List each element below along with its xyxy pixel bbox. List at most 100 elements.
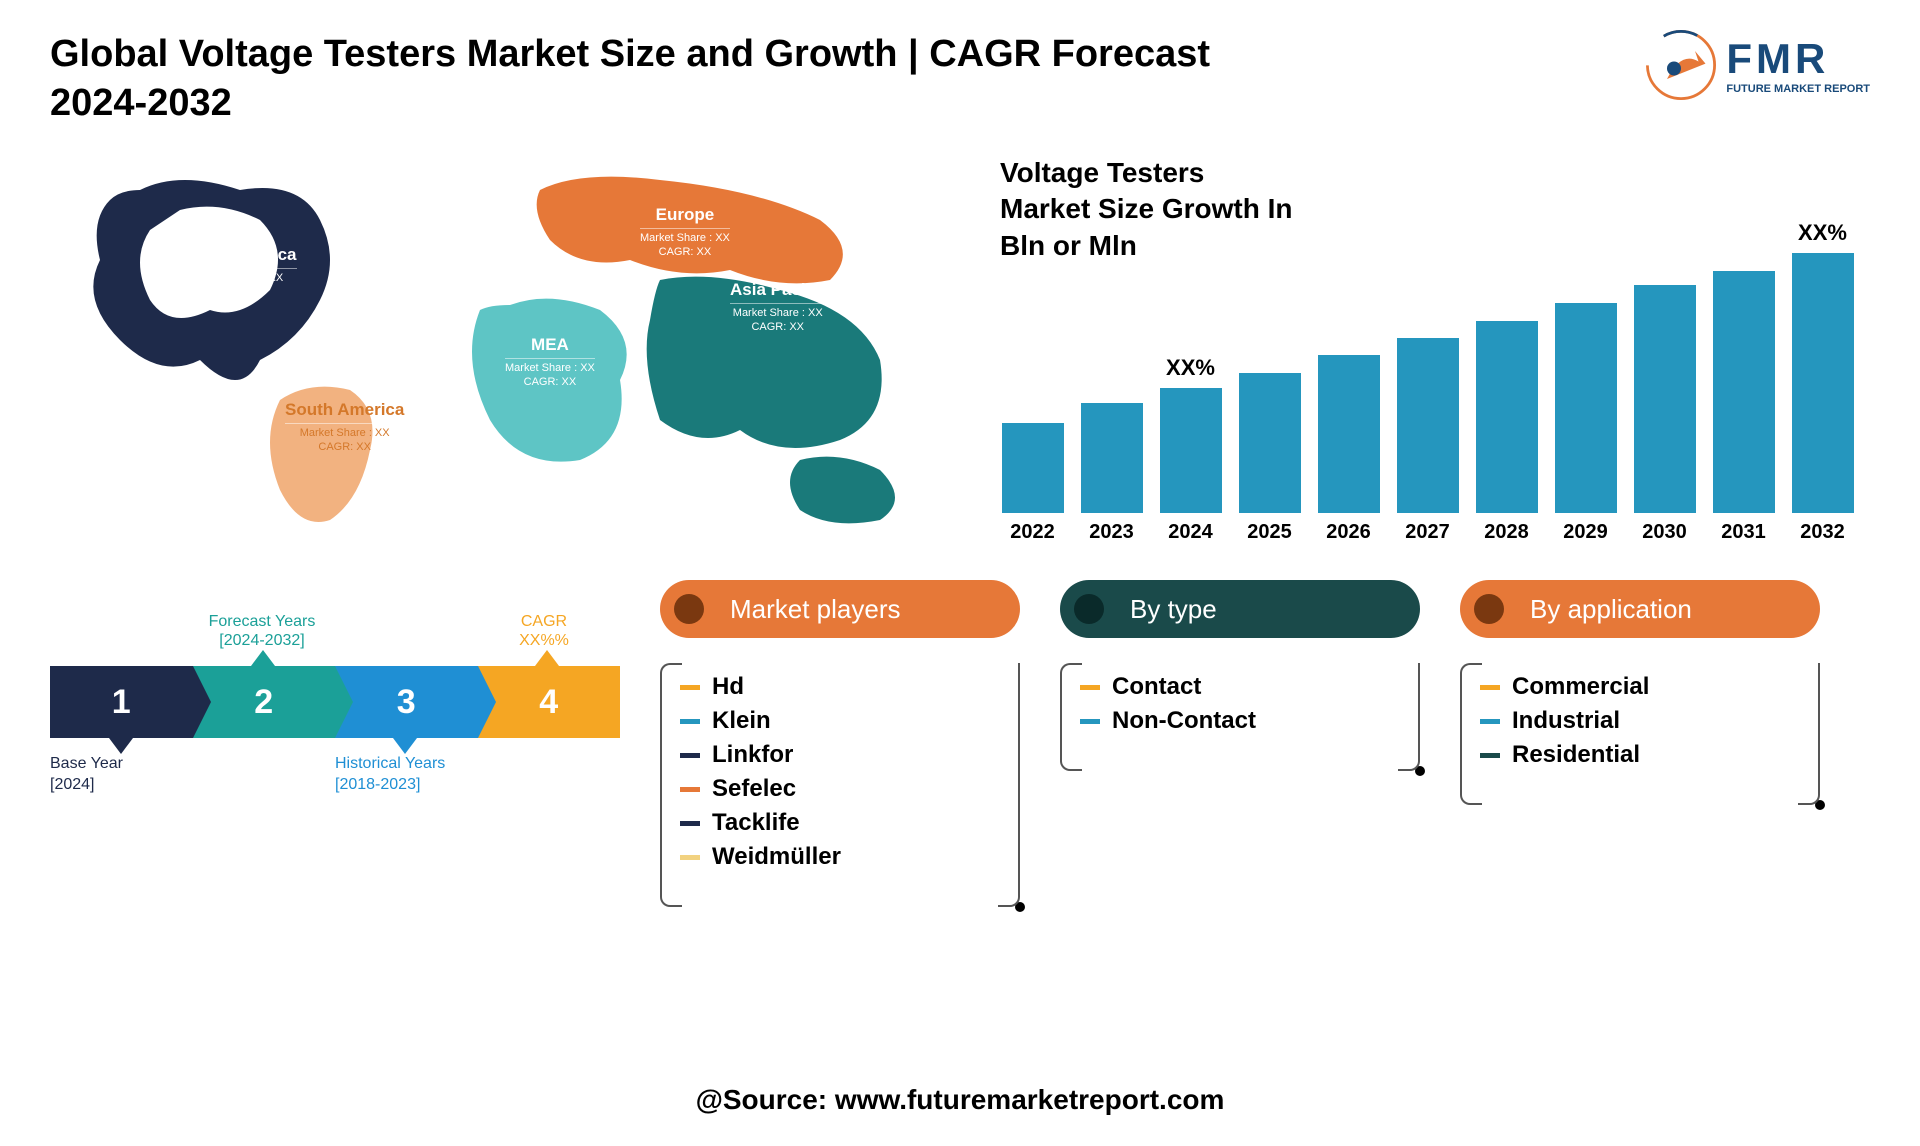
timeline: Forecast Years[2024-2032] CAGRXX%% 1 2 3… [50, 590, 620, 870]
item-list: ContactNon-Contact [1080, 673, 1400, 735]
bracket-container: Commercial Industrial Residential [1460, 663, 1820, 805]
arrow-down-icon [393, 738, 417, 754]
info-columns: Market players Hd Klein Linkfor Sefelec Tackl… [660, 580, 1820, 907]
bullet-icon [1080, 685, 1100, 690]
timeline-seg-3: 3 [335, 666, 478, 738]
arrow-down-icon [109, 738, 133, 754]
bar-year-label: 2027 [1405, 521, 1450, 544]
pill-dot-icon [1074, 594, 1104, 624]
bar-2030: 2030 [1632, 252, 1697, 544]
logo-text: FMR [1726, 35, 1870, 83]
bullet-icon [1480, 753, 1500, 758]
timeline-label-forecast: Forecast Years[2024-2032] [192, 612, 332, 650]
item-text: Weidmüller [712, 843, 841, 871]
bracket-dot-icon [1415, 766, 1425, 776]
list-item: Residential [1480, 741, 1800, 769]
bar-fill [1160, 388, 1222, 513]
bullet-icon [680, 719, 700, 724]
bar-2031: 2031 [1711, 238, 1776, 544]
info-column-2: By application Commercial Industrial Reside… [1460, 580, 1820, 907]
list-item: Hd [680, 673, 1000, 701]
item-text: Non-Contact [1112, 707, 1256, 735]
pill-dot-icon [1474, 594, 1504, 624]
list-item: Non-Contact [1080, 707, 1400, 735]
bullet-icon [680, 685, 700, 690]
bar-2027: 2027 [1395, 305, 1460, 544]
column-header-text: By application [1530, 594, 1692, 625]
bar-year-label: 2029 [1563, 521, 1608, 544]
bars-container: 20222023XX%20242025202620272028202920302… [1000, 274, 1880, 544]
bar-fill [1081, 403, 1143, 513]
map-svg [60, 160, 940, 540]
list-item: Weidmüller [680, 843, 1000, 871]
region-label-asia_pacific: Asia PacificMarket Share : XXCAGR: XX [730, 280, 825, 335]
column-header-pill: By type [1060, 580, 1420, 638]
bar-year-label: 2022 [1010, 521, 1055, 544]
bar-year-label: 2025 [1247, 521, 1292, 544]
column-header-text: Market players [730, 594, 901, 625]
arrow-up-icon [251, 650, 275, 666]
bracket-container: ContactNon-Contact [1060, 663, 1420, 771]
bar-year-label: 2028 [1484, 521, 1529, 544]
bullet-icon [1480, 719, 1500, 724]
column-header-pill: By application [1460, 580, 1820, 638]
column-header-text: By type [1130, 594, 1217, 625]
list-item: Sefelec [680, 775, 1000, 803]
timeline-segments: 1 2 3 4 [50, 666, 620, 738]
region-label-south_america: South AmericaMarket Share : XXCAGR: XX [285, 400, 404, 455]
region-label-mea: MEAMarket Share : XXCAGR: XX [505, 335, 595, 390]
bar-year-label: 2031 [1721, 521, 1766, 544]
bar-2028: 2028 [1474, 288, 1539, 544]
logo: FMR FUTURE MARKET REPORT [1646, 30, 1870, 100]
list-item: Klein [680, 707, 1000, 735]
item-text: Linkfor [712, 741, 793, 769]
bullet-icon [1080, 719, 1100, 724]
item-text: Commercial [1512, 673, 1649, 701]
region-label-north_america: North AmericaMarket Share : XXCAGR: XX [180, 245, 297, 300]
timeline-label-cagr: CAGRXX%% [474, 612, 614, 650]
page-title: Global Voltage Testers Market Size and G… [50, 30, 1250, 129]
world-map: North AmericaMarket Share : XXCAGR: XX So… [60, 160, 940, 540]
bullet-icon [680, 753, 700, 758]
bar-fill [1634, 285, 1696, 513]
region-label-europe: EuropeMarket Share : XXCAGR: XX [640, 205, 730, 260]
bar-year-label: 2024 [1168, 521, 1213, 544]
item-text: Residential [1512, 741, 1640, 769]
bullet-icon [680, 855, 700, 860]
item-text: Hd [712, 673, 744, 701]
bracket-dot-icon [1815, 800, 1825, 810]
bar-2025: 2025 [1237, 340, 1302, 544]
bar-annotation: XX% [1166, 355, 1215, 383]
bar-fill [1002, 423, 1064, 513]
list-item: Commercial [1480, 673, 1800, 701]
bar-2022: 2022 [1000, 390, 1065, 544]
bar-2026: 2026 [1316, 322, 1381, 544]
item-text: Industrial [1512, 707, 1620, 735]
bar-year-label: 2030 [1642, 521, 1687, 544]
source-text: @Source: www.futuremarketreport.com [0, 1084, 1920, 1116]
item-list: Hd Klein Linkfor Sefelec Tacklife Weidmüller [680, 673, 1000, 871]
logo-icon [1646, 30, 1716, 100]
timeline-seg-4: 4 [478, 666, 621, 738]
bar-fill [1555, 303, 1617, 513]
logo-subtitle: FUTURE MARKET REPORT [1726, 83, 1870, 95]
bar-2029: 2029 [1553, 270, 1618, 544]
bar-fill [1476, 321, 1538, 513]
bullet-icon [680, 787, 700, 792]
header: Global Voltage Testers Market Size and G… [50, 30, 1870, 129]
timeline-label-historical: Historical Years[2018-2023] [335, 754, 620, 796]
bracket-dot-icon [1015, 902, 1025, 912]
list-item: Tacklife [680, 809, 1000, 837]
bar-fill [1397, 338, 1459, 513]
info-column-1: By type ContactNon-Contact [1060, 580, 1420, 907]
item-text: Sefelec [712, 775, 796, 803]
pill-dot-icon [674, 594, 704, 624]
bar-2024: XX% 2024 [1158, 355, 1223, 544]
bar-fill [1792, 253, 1854, 513]
bar-annotation: XX% [1798, 220, 1847, 248]
bullet-icon [680, 821, 700, 826]
arrow-up-icon [535, 650, 559, 666]
column-header-pill: Market players [660, 580, 1020, 638]
bar-2032: XX%2032 [1790, 220, 1855, 544]
timeline-seg-1: 1 [50, 666, 193, 738]
